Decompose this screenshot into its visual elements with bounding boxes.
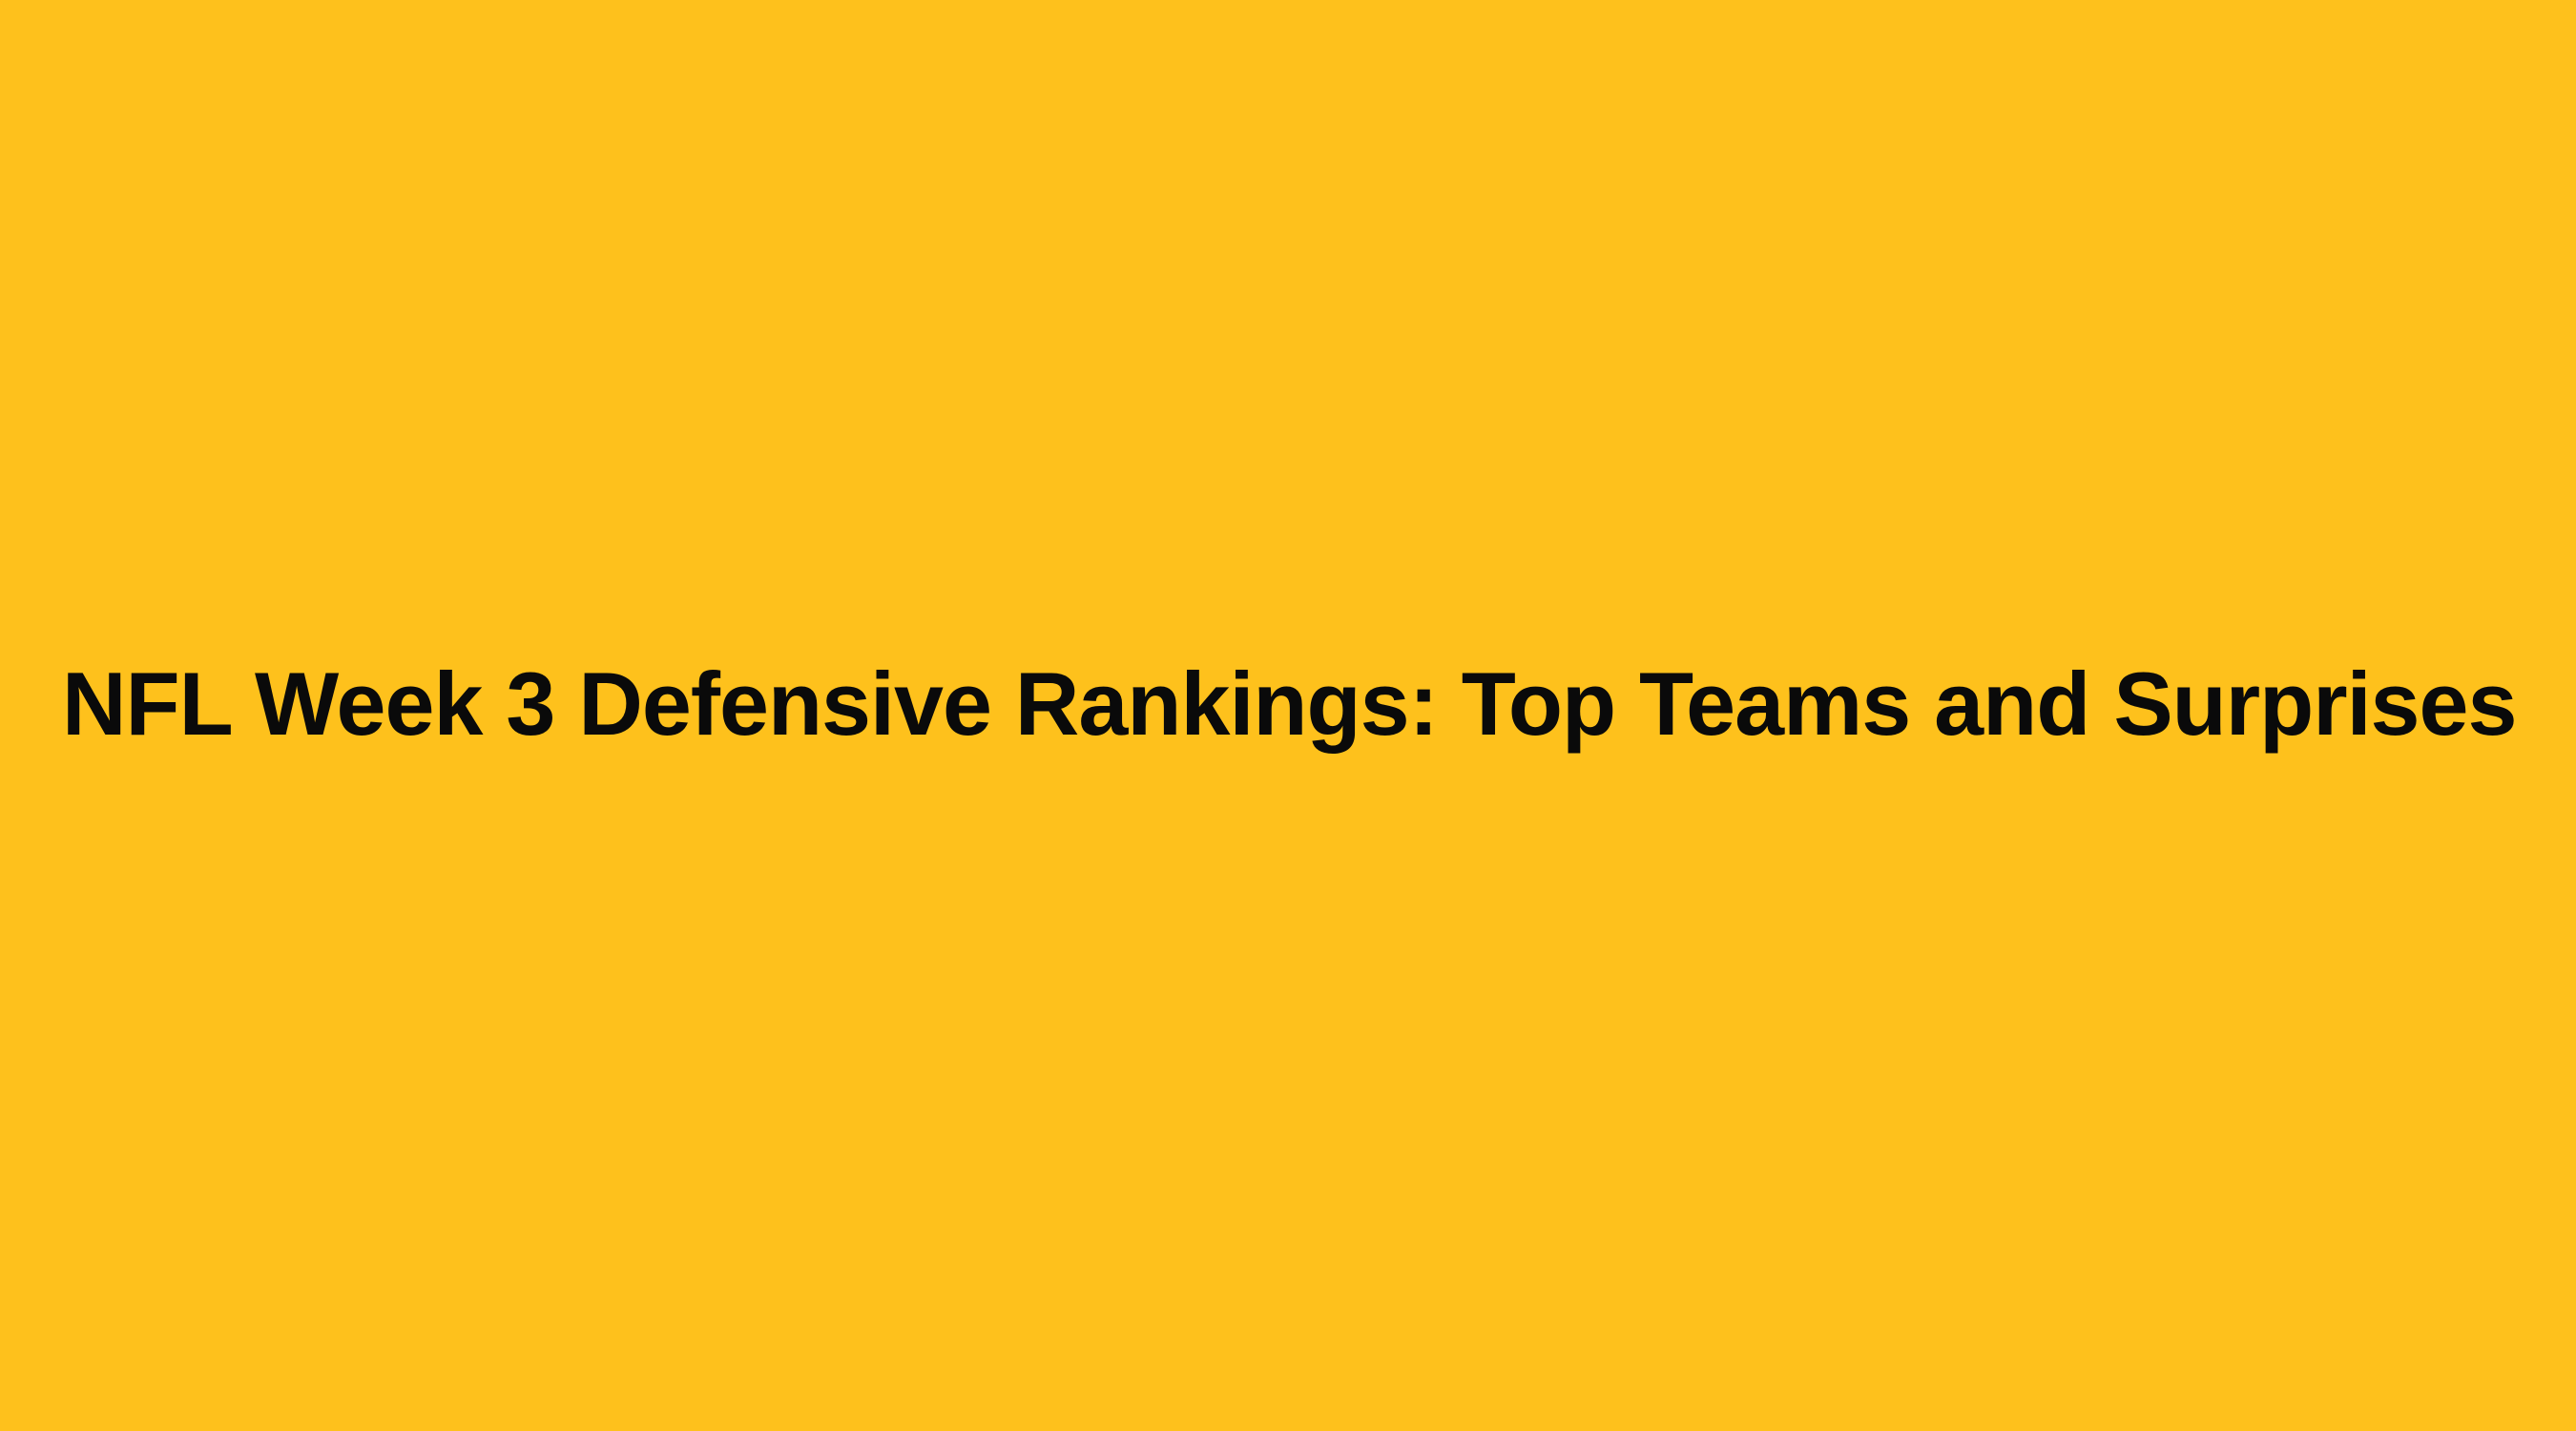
- headline: NFL Week 3 Defensive Rankings: Top Teams…: [62, 653, 2518, 754]
